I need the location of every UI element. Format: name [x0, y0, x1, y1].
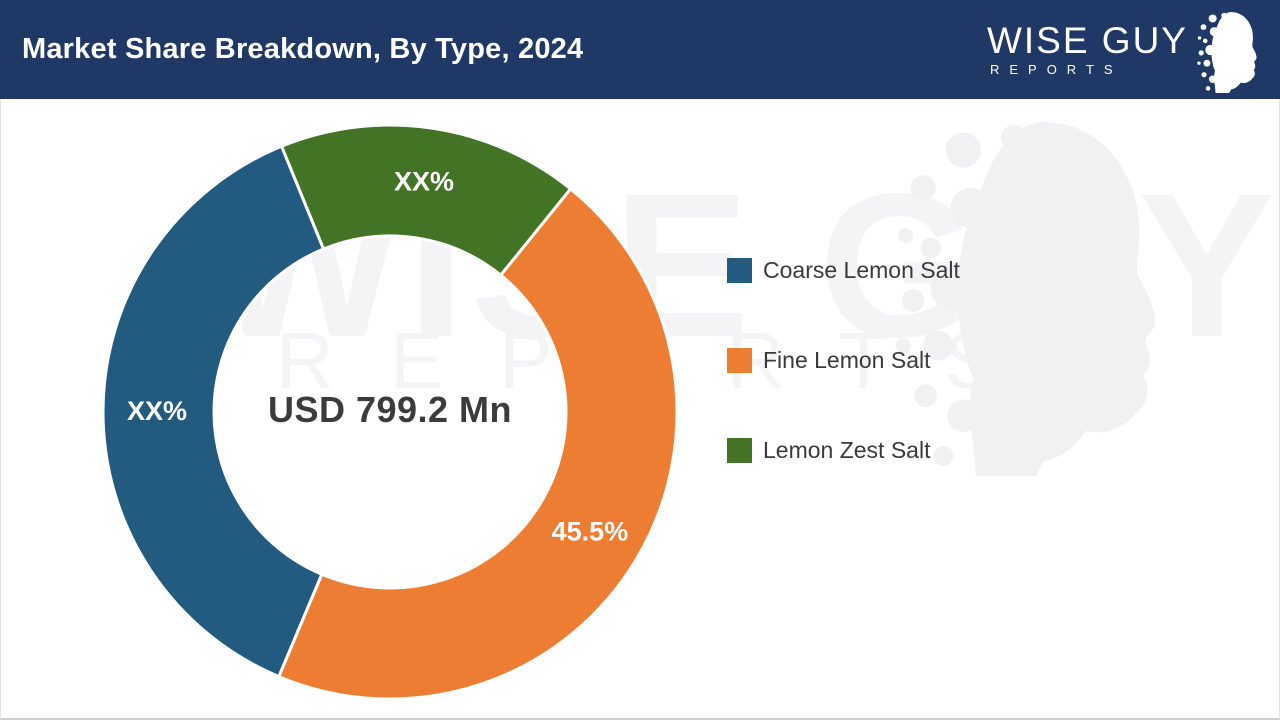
legend-label: Fine Lemon Salt	[763, 346, 931, 373]
legend-item: Fine Lemon Salt	[727, 347, 960, 373]
legend-label: Coarse Lemon Salt	[763, 256, 960, 283]
logo-head-icon	[1197, 11, 1257, 93]
page-title: Market Share Breakdown, By Type, 2024	[22, 33, 584, 65]
logo-subtitle: REPORTS	[989, 61, 1123, 77]
legend-label: Lemon Zest Salt	[763, 436, 931, 463]
legend-swatch	[727, 437, 752, 463]
logo-wordmark: WISE GUY	[986, 19, 1188, 61]
legend-item: Lemon Zest Salt	[727, 437, 960, 463]
logo-text: WISE GUY REPORTS	[986, 19, 1188, 77]
donut-center-value: USD 799.2 Mn	[267, 389, 513, 430]
chart-legend: Coarse Lemon Salt Fine Lemon Salt Lemon Ze…	[727, 257, 960, 527]
wise-guy-reports-logo: WISE GUY REPORTS	[987, 7, 1262, 93]
legend-swatch	[727, 347, 752, 373]
header-bar: Market Share Breakdown, By Type, 2024 WI…	[0, 0, 1280, 99]
legend-swatch	[727, 257, 752, 283]
legend-item: Coarse Lemon Salt	[727, 257, 960, 283]
